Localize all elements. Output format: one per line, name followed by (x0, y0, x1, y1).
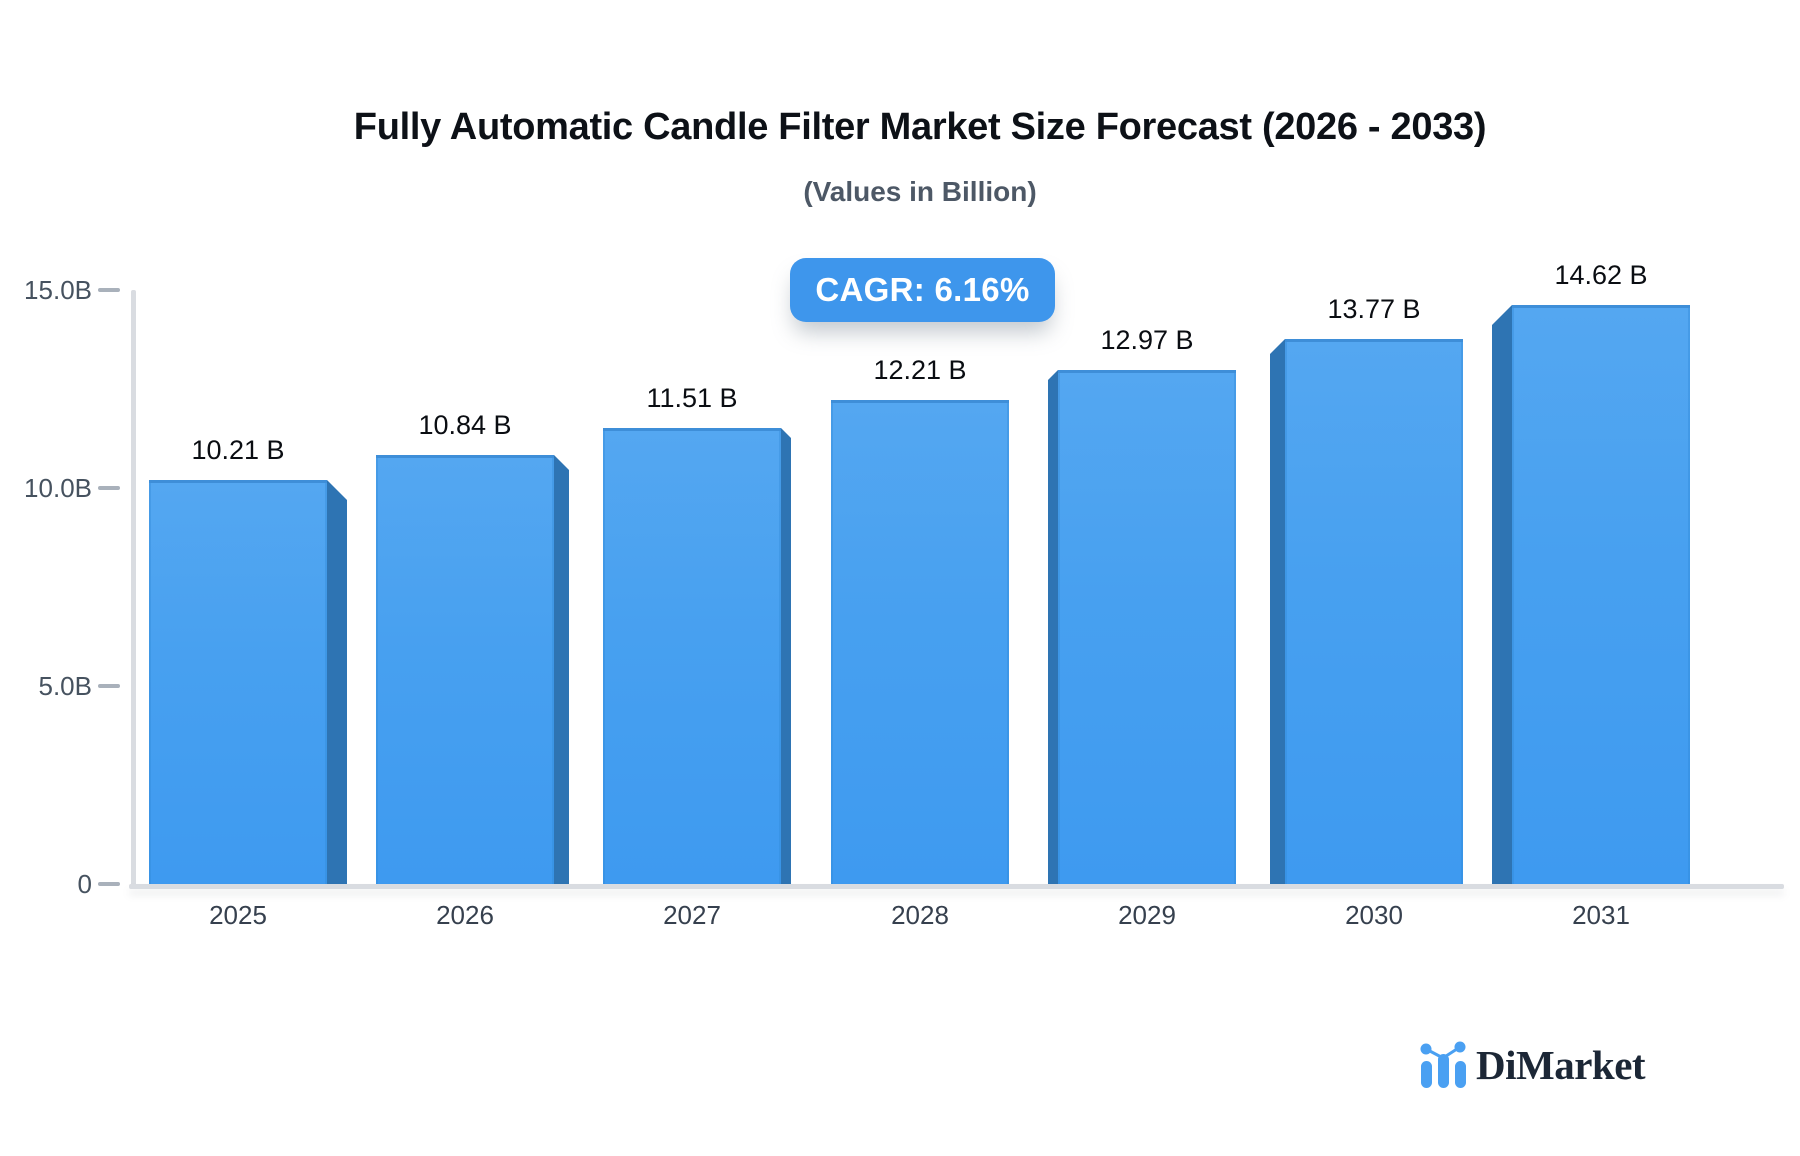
y-axis-line (131, 290, 136, 889)
bar-value-label: 14.62 B (1554, 260, 1648, 290)
bar-value-label: 13.77 B (1327, 294, 1421, 324)
bar-3d-side (554, 455, 569, 887)
bar-2029 (1058, 370, 1236, 887)
bar-3d-side (1492, 305, 1512, 887)
x-axis-label: 2026 (436, 900, 494, 930)
x-axis-label: 2025 (209, 900, 267, 930)
x-axis-label: 2030 (1345, 900, 1403, 930)
bar-2027 (603, 428, 781, 887)
bar-3d-side (1270, 339, 1285, 887)
bar-value-label: 10.84 B (418, 410, 512, 440)
chart-title: Fully Automatic Candle Filter Market Siz… (353, 106, 1487, 148)
y-axis-tick-label: 10.0B (24, 473, 92, 503)
logo-text: DiMarket (1476, 1042, 1646, 1088)
bar-value-label: 10.21 B (191, 435, 285, 465)
y-axis-tick-mark (98, 882, 120, 886)
cagr-badge: CAGR: 6.16% (790, 258, 1055, 322)
bar-3d-side (1048, 370, 1058, 887)
bar-2031 (1512, 305, 1690, 887)
bar-value-label: 11.51 B (646, 383, 738, 413)
bar-value-label: 12.97 B (1100, 325, 1194, 355)
bar-3d-side (327, 480, 347, 887)
y-axis-tick-mark (98, 684, 120, 688)
x-axis-label: 2029 (1118, 900, 1176, 930)
bar-2026 (376, 455, 554, 887)
x-axis-label: 2027 (663, 900, 721, 930)
y-axis-tick-label: 5.0B (38, 671, 93, 701)
x-axis-label: 2028 (891, 900, 949, 930)
y-axis-tick-label: 0 (77, 869, 92, 899)
y-axis-tick-label: 15.0B (24, 275, 92, 305)
bar-2025 (149, 480, 327, 887)
y-axis-tick-mark (98, 486, 120, 490)
dimarket-logo: DiMarket (1418, 1040, 1646, 1090)
bar-value-label: 12.21 B (873, 355, 967, 385)
bar-chart-with-dots-icon (1420, 1041, 1466, 1088)
x-axis-label: 2031 (1572, 900, 1630, 930)
bar-3d-side (781, 428, 791, 887)
chart-subtitle: (Values in Billion) (803, 176, 1037, 207)
x-axis-line (129, 884, 1784, 889)
bar-2028 (831, 400, 1009, 887)
bar-2030 (1285, 339, 1463, 887)
y-axis-tick-mark (98, 288, 120, 292)
